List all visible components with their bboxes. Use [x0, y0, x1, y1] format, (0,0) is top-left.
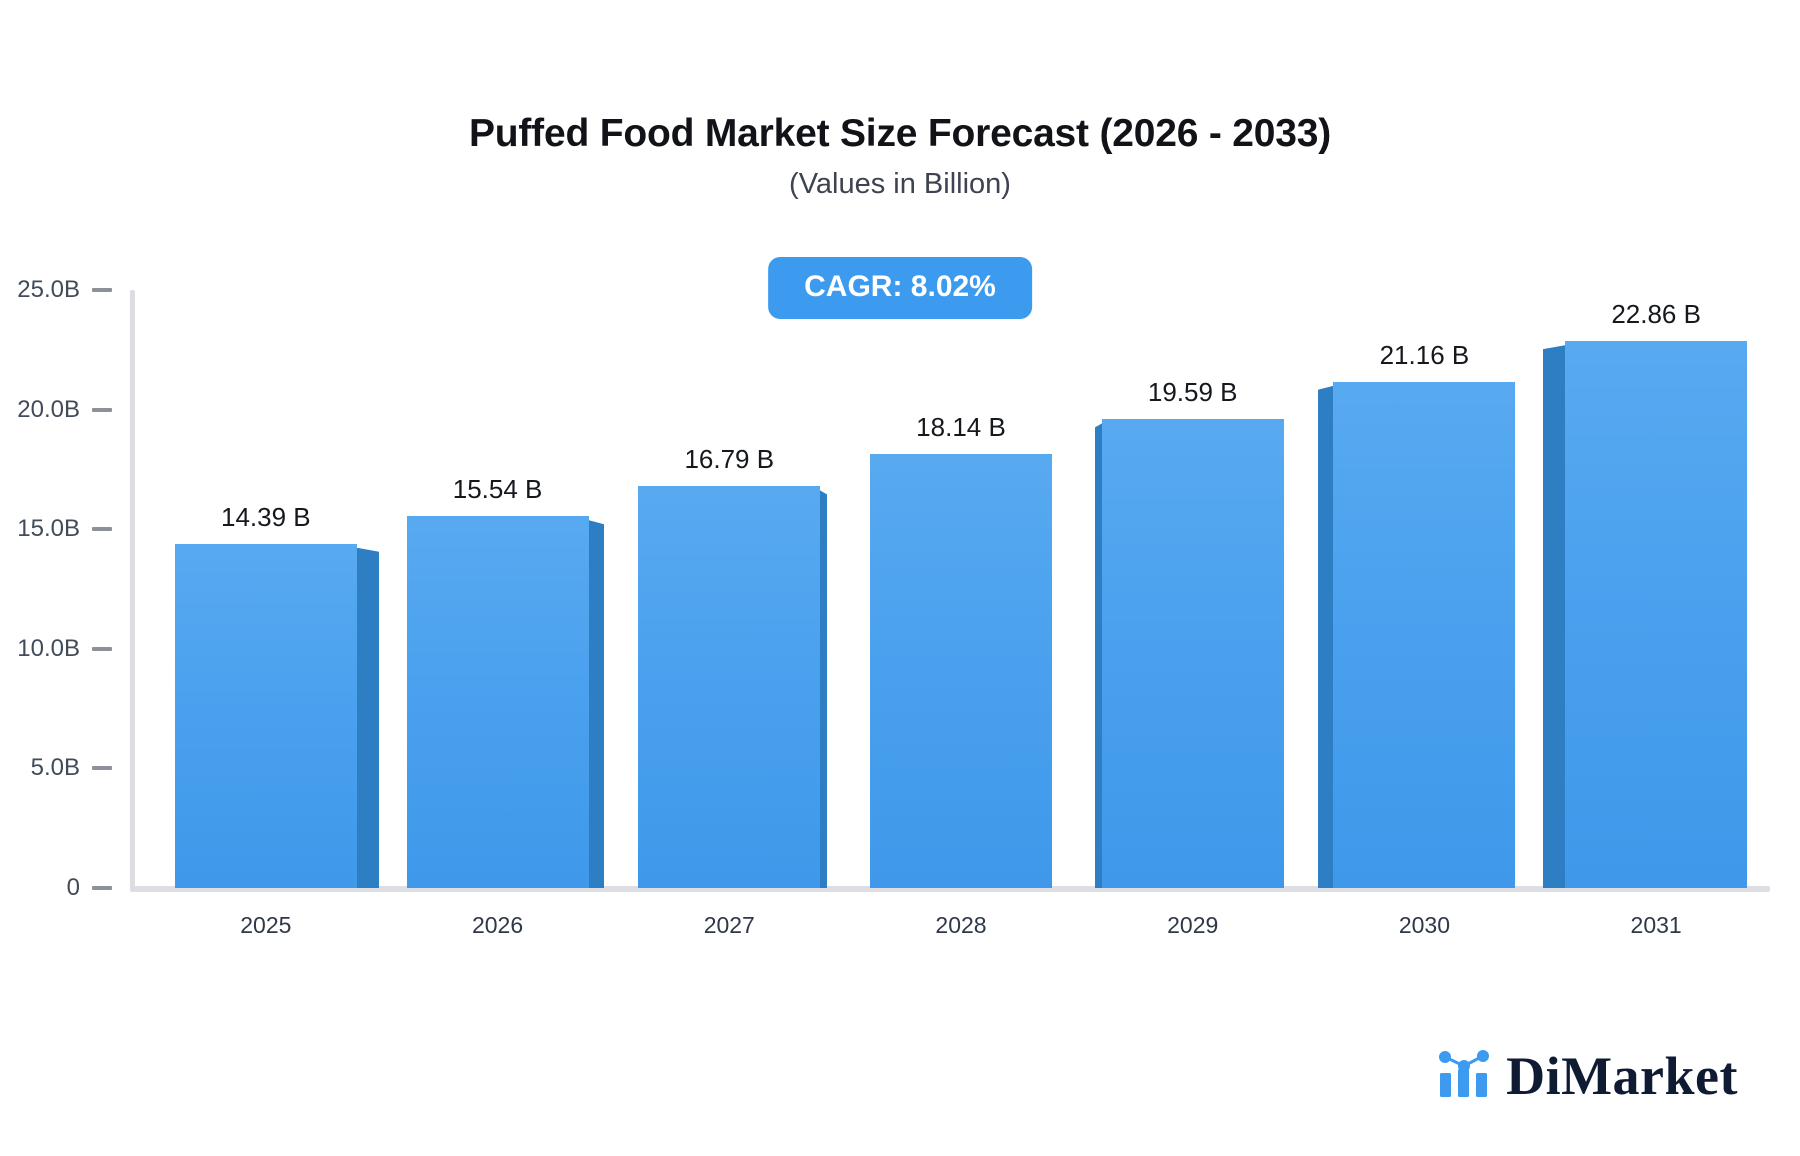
- logo-wordmark: DiMarket: [1506, 1045, 1738, 1106]
- x-axis-line: [130, 886, 1770, 892]
- bar-front-face: [638, 486, 820, 888]
- y-tick-mark: [92, 407, 112, 412]
- bar-front-face: [870, 454, 1052, 888]
- cagr-badge: CAGR: 8.02%: [768, 257, 1032, 319]
- bar-front-face: [1333, 381, 1515, 888]
- y-tick-label: 5.0B: [30, 754, 80, 782]
- bar-side-face: [1095, 423, 1102, 888]
- y-tick-mark: [92, 766, 112, 771]
- dimarket-logo: DiMarket: [1436, 1047, 1738, 1104]
- bar-front-face: [1102, 419, 1284, 888]
- x-axis-label: 2031: [1630, 912, 1682, 938]
- bar-front-face: [407, 516, 589, 888]
- y-tick-label: 20.0B: [17, 395, 80, 423]
- x-axis-label: 2025: [240, 912, 292, 938]
- chart-title: Puffed Food Market Size Forecast (2026 -…: [468, 112, 1332, 155]
- y-tick-label: 0: [66, 874, 80, 901]
- bar-value-label: 15.54 B: [452, 474, 543, 505]
- y-tick-mark: [92, 288, 112, 292]
- bar-value-label: 14.39 B: [221, 501, 311, 532]
- bar-value-label: 19.59 B: [1147, 377, 1238, 408]
- x-axis-label: 2027: [703, 912, 755, 938]
- bar-side-face: [357, 547, 379, 888]
- bar-side-face: [589, 520, 604, 888]
- bar-front-face: [1565, 341, 1747, 888]
- bar-value-label: 18.14 B: [916, 412, 1006, 443]
- y-tick-mark: [92, 646, 112, 651]
- y-tick-mark: [92, 886, 112, 890]
- bar-front-face: [175, 543, 357, 888]
- y-tick-mark: [92, 527, 112, 532]
- x-axis-label: 2029: [1167, 912, 1219, 938]
- y-axis-line: [130, 290, 135, 890]
- x-axis-label: 2030: [1398, 912, 1450, 938]
- bar-chart-trend-icon: [1436, 1047, 1492, 1104]
- bar-value-label: 22.86 B: [1611, 299, 1701, 330]
- x-axis-label: 2026: [471, 912, 524, 938]
- y-tick-label: 10.0B: [17, 634, 80, 662]
- y-tick-label: 25.0B: [17, 276, 80, 303]
- bar-side-face: [820, 490, 827, 888]
- y-tick-label: 15.0B: [17, 515, 80, 543]
- bar-side-face: [1318, 385, 1333, 888]
- chart-subtitle: (Values in Billion): [789, 168, 1011, 200]
- bar-value-label: 21.16 B: [1379, 339, 1470, 370]
- bar-value-label: 16.79 B: [684, 444, 775, 475]
- x-axis-label: 2028: [935, 912, 987, 938]
- bar-side-face: [1543, 345, 1565, 888]
